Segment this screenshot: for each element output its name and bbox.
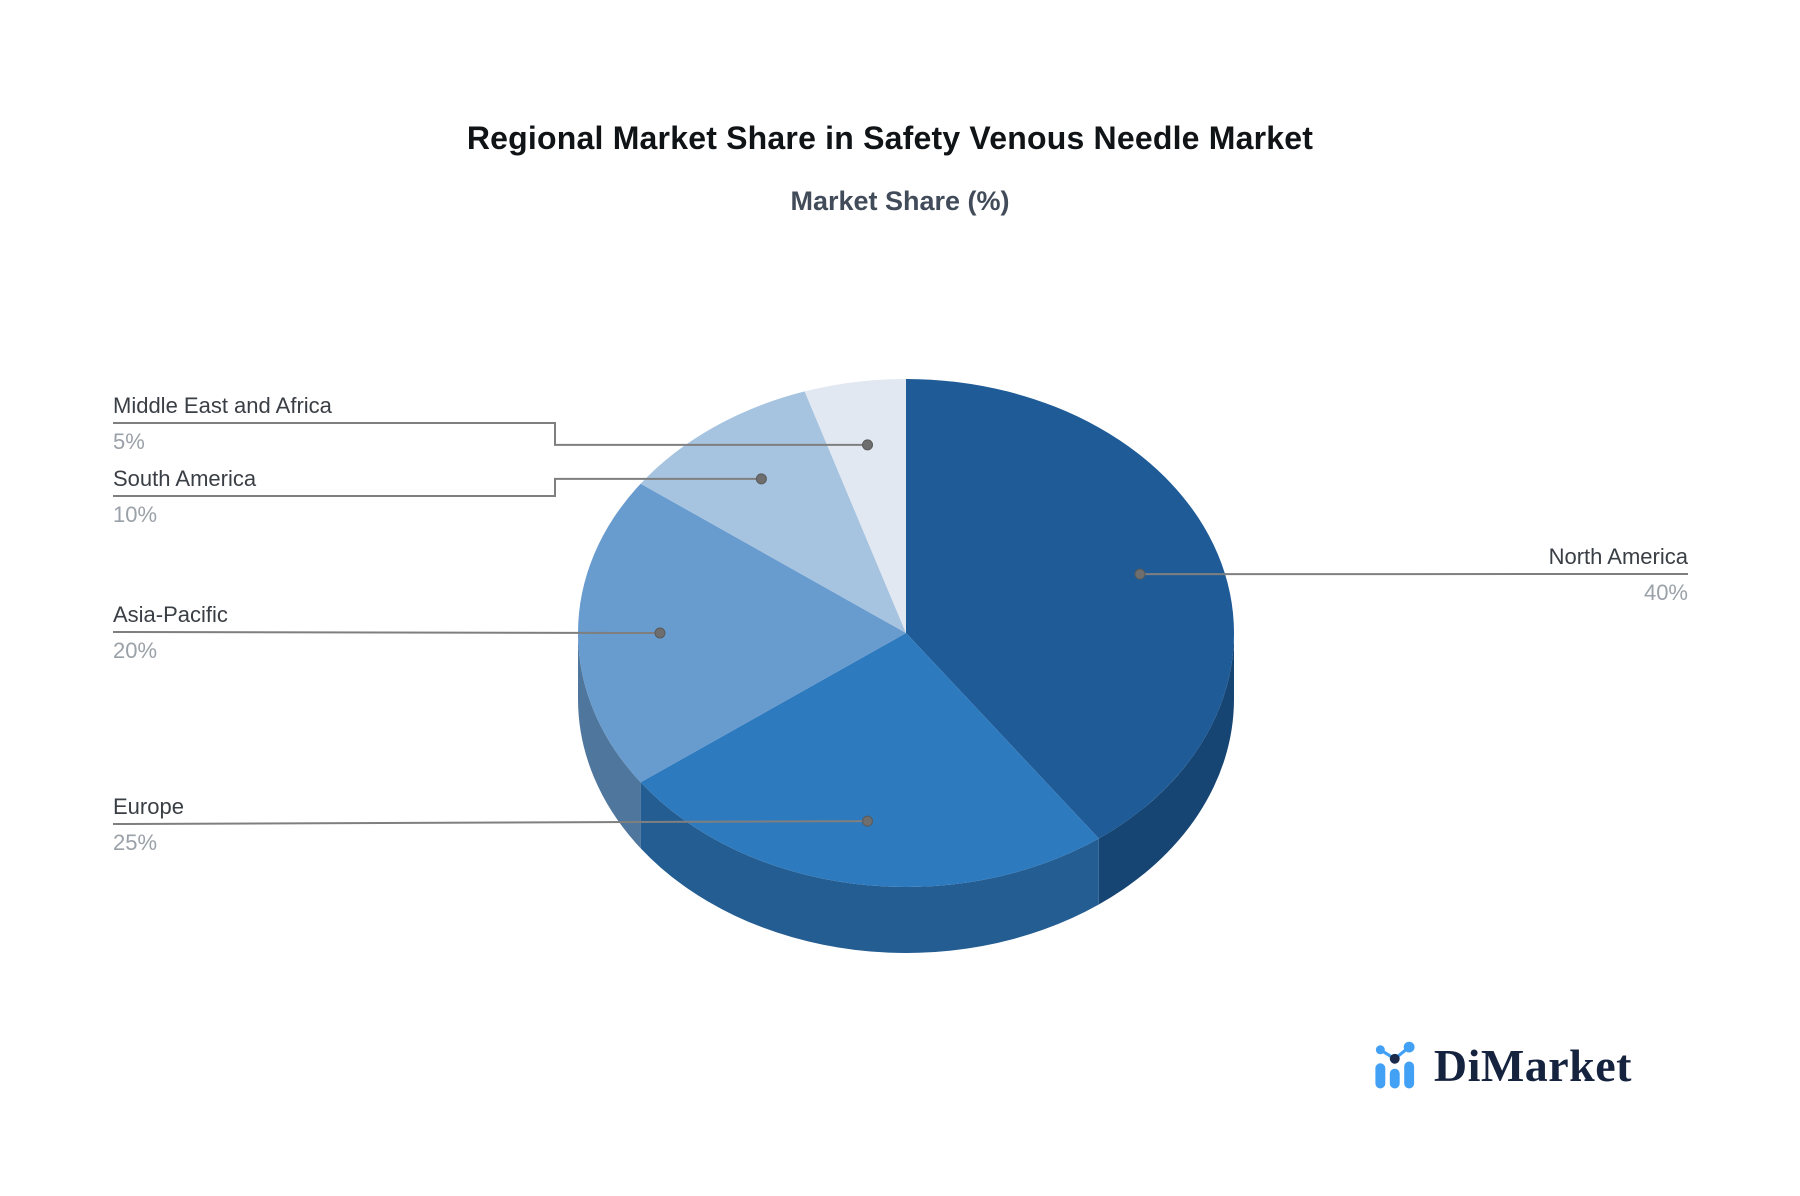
slice-percent-text: 5%	[113, 429, 145, 454]
pie-slice-north-america[interactable]	[906, 379, 1234, 839]
pie-slice-side-europe	[640, 782, 1099, 953]
slice-label-asia-pacific: Asia-Pacific 20%	[113, 602, 673, 664]
leader-dot-middle-east-and-africa	[862, 439, 874, 451]
slice-label-text: Europe	[113, 794, 184, 819]
leader-line-middle-east-and-africa	[113, 422, 868, 446]
pie-slice-side-asia-pacific	[578, 633, 641, 849]
bar-line-chart-icon	[1375, 1041, 1415, 1089]
brand-logo-text: DiMarket	[1433, 1040, 1632, 1091]
slice-label-middle-east-and-africa: Middle East and Africa 5%	[113, 393, 673, 455]
pie-slice-south-america[interactable]	[640, 391, 906, 633]
slice-label-text: Middle East and Africa	[113, 393, 332, 418]
leader-dot-europe	[862, 815, 874, 827]
slice-label-south-america: South America 10%	[113, 466, 673, 528]
leader-line-asia-pacific	[112, 631, 661, 634]
slice-percent-text: 10%	[113, 502, 158, 527]
leader-dot-south-america	[755, 473, 767, 485]
slice-label-europe: Europe 25%	[113, 794, 673, 856]
leader-line-south-america	[113, 477, 762, 497]
pie-slice-europe[interactable]	[640, 633, 1099, 887]
chart-subtitle: Market Share (%)	[790, 186, 1010, 216]
slice-label-text: Asia-Pacific	[113, 602, 228, 627]
brand-logo: DiMarket	[1370, 1038, 1632, 1094]
pie-slice-middle-east-and-africa[interactable]	[804, 379, 906, 633]
chart-title: Regional Market Share in Safety Venous N…	[466, 120, 1314, 156]
slice-label-text: North America	[1548, 544, 1688, 569]
slice-percent-text: 20%	[113, 638, 158, 663]
slice-percent-text: 40%	[1643, 580, 1688, 605]
leader-line-europe	[112, 820, 868, 825]
slice-label-text: South America	[113, 466, 257, 491]
leader-dot-asia-pacific	[654, 627, 666, 639]
slice-percent-text: 25%	[113, 830, 158, 855]
slice-label-north-america: North America 40%	[1128, 544, 1688, 606]
pie-slice-side-north-america	[1098, 633, 1234, 905]
leader-dot-north-america	[1134, 568, 1146, 580]
pie-slice-asia-pacific[interactable]	[578, 483, 906, 783]
